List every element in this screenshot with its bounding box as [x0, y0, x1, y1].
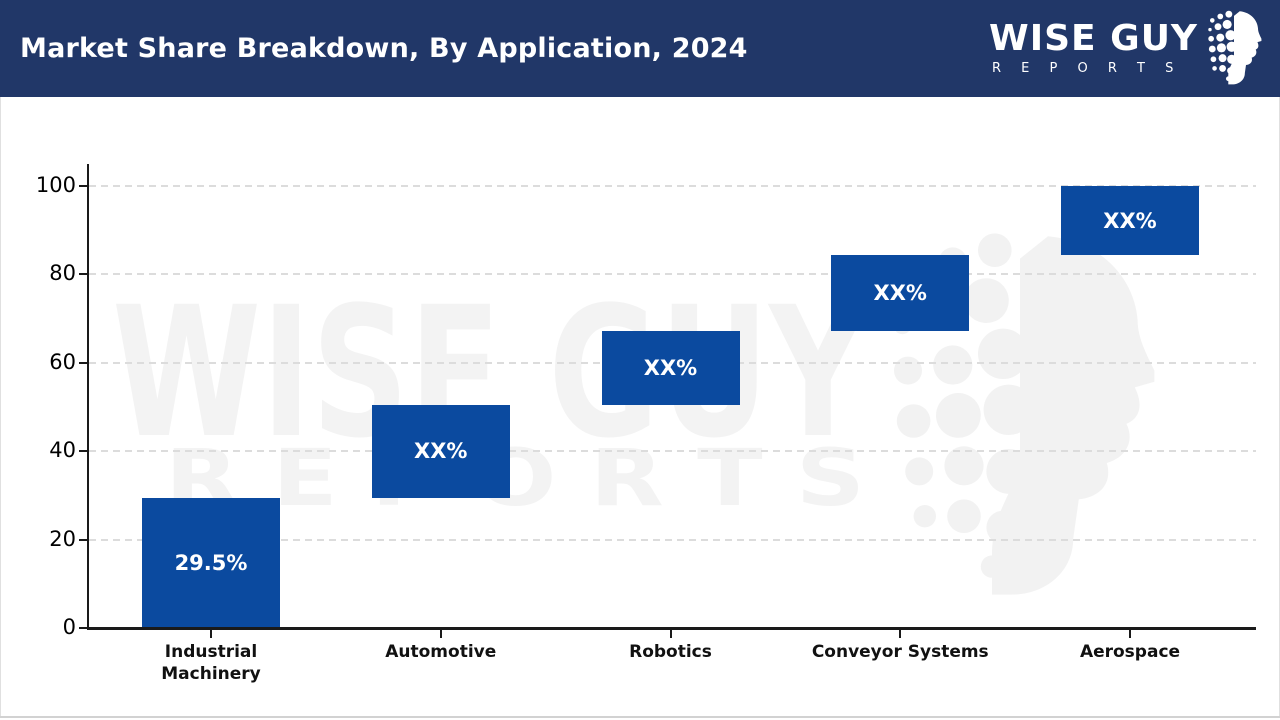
y-tick-label-0: 0 [62, 615, 76, 639]
y-tick-80 [79, 273, 87, 276]
x-tick-0 [210, 630, 212, 638]
header-bar: Market Share Breakdown, By Application, … [0, 0, 1280, 97]
x-category-label: Industrial Machinery [161, 642, 261, 684]
x-tick-3 [899, 630, 902, 638]
brand-logo-text: WISE GUY R E P O R T S [988, 18, 1198, 77]
bar-conveyor-systems: XX% [831, 255, 970, 331]
page-title: Market Share Breakdown, By Application, … [20, 33, 748, 64]
brand-name: WISE GUY [988, 18, 1198, 59]
bar-value-label: XX% [414, 439, 468, 464]
bar-value-label: XX% [1103, 208, 1157, 233]
bar-value-label: XX% [873, 280, 927, 305]
y-tick-label-40: 40 [49, 438, 76, 463]
bar-aerospace: XX% [1061, 186, 1199, 256]
y-tick-60 [79, 361, 87, 364]
brand-subtitle: R E P O R T S [991, 61, 1182, 76]
y-tick-20 [79, 538, 87, 541]
y-tick-label-80: 80 [49, 261, 76, 286]
gridline-20 [89, 538, 1256, 541]
y-axis-line [87, 164, 89, 630]
x-axis-line [87, 627, 1256, 630]
gridline-100 [89, 185, 1256, 187]
x-category-label: Aerospace [1079, 642, 1181, 662]
brand-logo: WISE GUY R E P O R T S [989, 9, 1280, 89]
y-tick-40 [79, 450, 87, 453]
x-category-label: Robotics [629, 642, 712, 662]
y-tick-100 [79, 185, 87, 187]
y-tick-label-100: 100 [35, 173, 76, 197]
bar-value-label: 29.5% [174, 550, 248, 575]
x-tick-1 [439, 630, 442, 638]
gridline-80 [89, 273, 1256, 276]
bar-robotics: XX% [601, 330, 740, 405]
y-tick-label-20: 20 [49, 526, 76, 551]
x-tick-2 [669, 630, 672, 638]
bar-value-label: XX% [643, 355, 698, 380]
y-tick-0 [79, 627, 87, 629]
x-category-label: Automotive [385, 642, 497, 662]
bar-industrial-machinery: 29.5% [142, 497, 280, 628]
bar-automotive: XX% [371, 404, 510, 498]
bottom-divider [0, 716, 1280, 718]
gridline-40 [89, 450, 1256, 453]
x-tick-4 [1129, 630, 1131, 638]
brand-head-icon [1202, 9, 1266, 89]
x-category-label: Conveyor Systems [811, 642, 989, 662]
y-tick-label-60: 60 [49, 349, 76, 374]
